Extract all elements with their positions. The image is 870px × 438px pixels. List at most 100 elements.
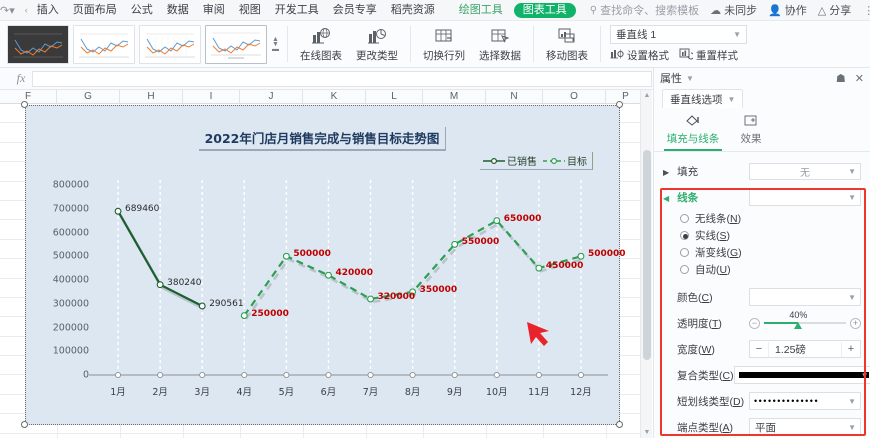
- data-label[interactable]: 450000: [545, 261, 584, 272]
- width-increase-button[interactable]: +: [847, 343, 855, 355]
- data-label[interactable]: 650000: [503, 213, 542, 224]
- legend-item-sold[interactable]: 已销售: [483, 153, 537, 168]
- chart-plot-area[interactable]: 0 100000 200000 300000 400000 500000 600000 700…: [25, 105, 626, 425]
- radio-solid-line[interactable]: 实线(S): [654, 227, 870, 244]
- fill-value-combo[interactable]: 无 ▼: [749, 162, 861, 180]
- selection-handle-br[interactable]: [616, 421, 623, 428]
- column-header-o[interactable]: O: [543, 90, 606, 103]
- data-label[interactable]: 290561: [209, 298, 244, 309]
- data-label[interactable]: 420000: [335, 268, 374, 279]
- move-chart-button[interactable]: 移动图表: [539, 23, 595, 66]
- column-header-k[interactable]: K: [303, 90, 366, 103]
- data-label[interactable]: 380240: [167, 277, 202, 288]
- menu-item-pagelayout[interactable]: 页面布局: [72, 3, 117, 16]
- legend-item-target[interactable]: 目标: [543, 153, 587, 168]
- dropdown-icon[interactable]: ▾: [9, 4, 15, 17]
- data-label[interactable]: 250000: [251, 308, 289, 319]
- selection-handle-bl[interactable]: [21, 421, 28, 428]
- menu-item-data[interactable]: 数据: [166, 3, 189, 16]
- gallery-up-icon[interactable]: ▲: [272, 35, 279, 43]
- line-color-swatch[interactable]: ▼: [749, 288, 861, 306]
- chart-legend[interactable]: 已销售 目标: [480, 152, 593, 170]
- radio-button-selected[interactable]: [680, 231, 689, 240]
- data-label[interactable]: 320000: [377, 292, 416, 302]
- gallery-scroll-arrows[interactable]: ▲ ▼ ▬: [272, 35, 279, 53]
- cap-type-row[interactable]: 端点类型(A) 平面 ▼: [654, 414, 870, 438]
- selection-handle-tr[interactable]: [616, 101, 623, 108]
- scroll-up-icon[interactable]: ▲: [643, 92, 651, 99]
- menu-item-docer[interactable]: 稻壳资源: [390, 3, 435, 16]
- formula-input[interactable]: [32, 70, 652, 87]
- grid-row[interactable]: [0, 434, 652, 438]
- transparency-increase-icon[interactable]: +: [850, 317, 861, 329]
- change-type-button[interactable]: 更改类型: [349, 23, 405, 66]
- collaborate-button[interactable]: 👤 协作: [768, 2, 807, 18]
- radio-button[interactable]: [680, 265, 689, 274]
- online-chart-button[interactable]: 在线图表: [293, 23, 349, 66]
- column-header-m[interactable]: M: [423, 90, 486, 103]
- transparency-track[interactable]: [764, 322, 846, 329]
- line-preview-combo[interactable]: ▼: [749, 188, 861, 206]
- data-label[interactable]: 689460: [125, 204, 160, 215]
- radio-gradient-line[interactable]: 渐变线(G): [654, 244, 870, 261]
- data-label[interactable]: 500000: [587, 249, 626, 260]
- chevron-down-icon[interactable]: ▼: [686, 73, 694, 83]
- column-header-n[interactable]: N: [486, 90, 543, 103]
- line-width-row[interactable]: 宽度(W) − 1.25磅 +: [654, 336, 870, 362]
- chart-element-select[interactable]: 垂直线 1 ▼: [610, 25, 747, 44]
- scrollbar-thumb[interactable]: [643, 150, 651, 360]
- sheet-vertical-scrollbar[interactable]: ▲ ▼: [640, 90, 652, 438]
- dash-type-row[interactable]: 短划线类型(D) •••••••••••••• ▼: [654, 388, 870, 414]
- transparency-knob[interactable]: [794, 322, 803, 329]
- radio-button[interactable]: [680, 214, 689, 223]
- cap-type-combo[interactable]: 平面 ▼: [749, 418, 861, 436]
- tab-effects[interactable]: 效果: [722, 111, 780, 151]
- width-value[interactable]: 1.25磅: [768, 341, 842, 357]
- menu-tool-drawing[interactable]: 绘图工具: [458, 3, 503, 16]
- menu-item-view[interactable]: 视图: [238, 3, 261, 16]
- column-header-g[interactable]: G: [57, 90, 120, 103]
- chart-title[interactable]: 2022年门店月销售完成与销售目标走势图: [25, 127, 620, 151]
- pin-icon[interactable]: ☗: [835, 72, 846, 85]
- menu-item-formula[interactable]: 公式: [130, 3, 153, 16]
- column-header-h[interactable]: H: [120, 90, 183, 103]
- radio-automatic-line[interactable]: 自动(U): [654, 261, 870, 278]
- column-header-i[interactable]: I: [183, 90, 240, 103]
- search-command[interactable]: ⚲ 查找命令、搜索模板: [590, 2, 699, 18]
- menu-item-review[interactable]: 审阅: [202, 3, 225, 16]
- menu-item-member[interactable]: 会员专享: [332, 3, 377, 16]
- more-options-icon[interactable]: ⋮: [863, 4, 870, 17]
- radio-button[interactable]: [680, 248, 689, 257]
- chart-style-thumb[interactable]: [7, 24, 69, 64]
- gallery-down-icon[interactable]: ▼: [272, 40, 279, 48]
- chart-style-thumb-selected[interactable]: [205, 24, 267, 64]
- line-color-row[interactable]: 颜色(C) ▼: [654, 284, 870, 310]
- line-width-stepper[interactable]: − 1.25磅 +: [749, 340, 861, 358]
- compound-type-row[interactable]: 复合类型(C) ▼: [654, 362, 870, 388]
- data-label[interactable]: 350000: [419, 284, 458, 295]
- dash-type-combo[interactable]: •••••••••••••• ▼: [749, 392, 861, 410]
- width-decrease-button[interactable]: −: [755, 343, 763, 355]
- fx-icon[interactable]: fx: [16, 71, 26, 85]
- close-icon[interactable]: ✕: [854, 72, 864, 85]
- select-data-button[interactable]: 选择数据: [472, 23, 528, 66]
- scroll-down-icon[interactable]: ▼: [643, 429, 651, 436]
- menu-item-devtools[interactable]: 开发工具: [274, 3, 319, 16]
- transparency-decrease-icon[interactable]: −: [749, 317, 760, 329]
- grid-row[interactable]: [0, 414, 652, 434]
- chevron-right-icon[interactable]: ▶: [663, 167, 670, 177]
- redo-icon[interactable]: ↷: [0, 4, 10, 17]
- gallery-more-icon[interactable]: ▬: [272, 45, 279, 53]
- line-section-row[interactable]: ◀ 线条 ▼: [654, 184, 870, 210]
- reset-style-button[interactable]: 重置样式: [679, 47, 738, 63]
- radio-no-line[interactable]: 无线条(N): [654, 210, 870, 227]
- collapse-icon[interactable]: ‹: [24, 5, 28, 15]
- chart-object[interactable]: 2022年门店月销售完成与销售目标走势图 已销售 目标 0 100000 20000…: [21, 101, 626, 428]
- chart-style-thumb[interactable]: [139, 24, 201, 64]
- data-label[interactable]: 550000: [461, 237, 500, 248]
- column-header-f[interactable]: F: [0, 90, 57, 103]
- switch-row-col-button[interactable]: 切换行列: [416, 23, 472, 66]
- format-button[interactable]: 设置格式: [610, 47, 669, 63]
- fill-section-row[interactable]: ▶ 填充 无 ▼: [654, 158, 870, 184]
- transparency-slider-group[interactable]: − + 40%: [749, 310, 861, 332]
